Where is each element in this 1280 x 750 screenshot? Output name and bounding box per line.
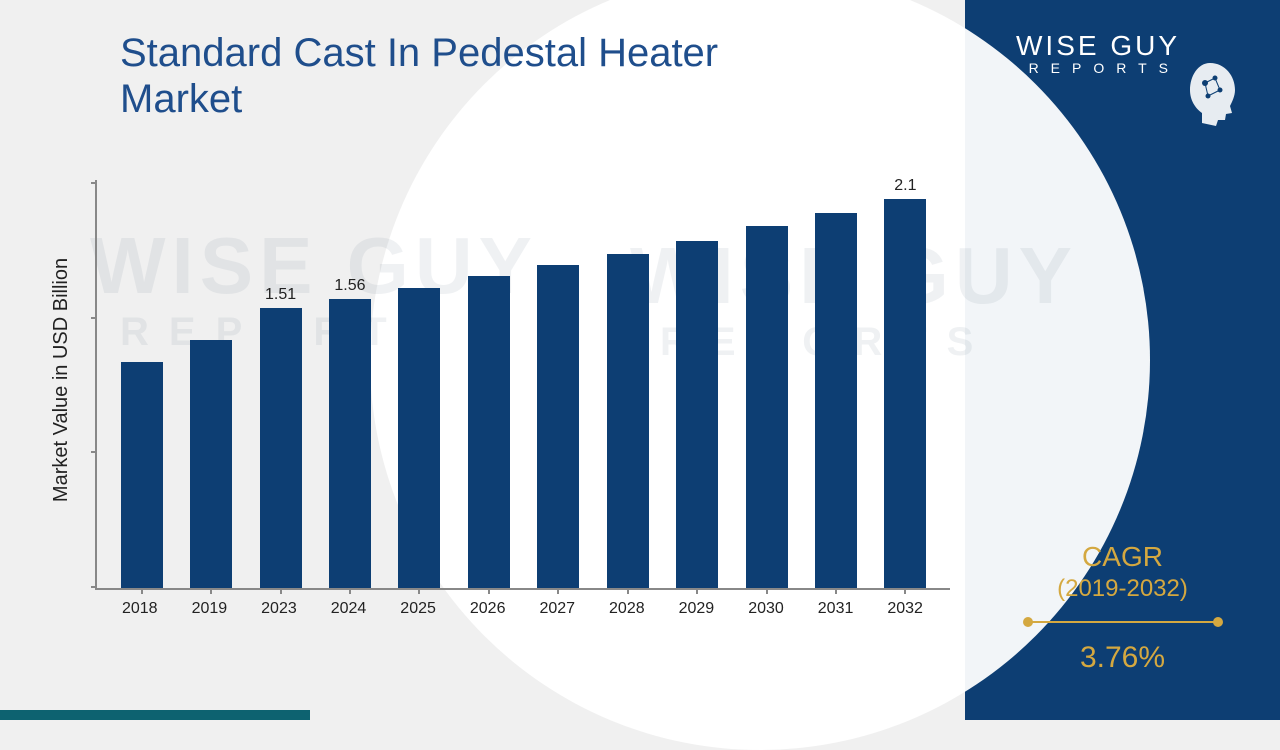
cagr-block: CAGR (2019-2032) 3.76%	[995, 541, 1250, 675]
bar-value-label: 2.1	[894, 177, 916, 195]
x-axis-label: 2029	[662, 594, 732, 618]
x-axis-label: 2030	[731, 594, 801, 618]
bar	[537, 265, 579, 588]
logo-sub-text: REPORTS	[1016, 60, 1180, 76]
bar	[746, 226, 788, 588]
plot-area: 1.51 1.56 2.1	[95, 180, 950, 590]
bar-slot: 1.56	[315, 180, 384, 588]
bar	[190, 340, 232, 589]
x-axis-label: 2031	[801, 594, 871, 618]
x-axis-label: 2018	[105, 594, 175, 618]
bar-slot	[176, 180, 245, 588]
x-axis-label: 2023	[244, 594, 314, 618]
y-axis-label: Market Value in USD Billion	[50, 258, 73, 502]
bar	[607, 254, 649, 588]
bar	[121, 362, 163, 588]
cagr-years: (2019-2032)	[995, 575, 1250, 603]
bar-slot: 2.1	[871, 180, 940, 588]
brand-logo: WISE GUY REPORTS	[1016, 30, 1250, 76]
bar	[398, 288, 440, 588]
bar	[260, 308, 302, 588]
x-axis-label: 2028	[592, 594, 662, 618]
cagr-label: CAGR	[995, 541, 1250, 573]
bar	[676, 241, 718, 588]
chart-title: Standard Cast In Pedestal Heater Market	[120, 30, 820, 122]
head-profile-icon	[1180, 58, 1240, 128]
x-axis-label: 2032	[870, 594, 940, 618]
bar-slot	[454, 180, 523, 588]
logo-main-text: WISE GUY	[1016, 30, 1180, 62]
x-axis-label: 2027	[522, 594, 592, 618]
bar	[815, 213, 857, 588]
bar-value-label: 1.51	[265, 286, 296, 304]
bar-slot	[385, 180, 454, 588]
x-axis-label: 2019	[175, 594, 245, 618]
x-axis-label: 2025	[383, 594, 453, 618]
x-axis-label: 2026	[453, 594, 523, 618]
bar-slot	[662, 180, 731, 588]
bottom-accent-bar	[0, 710, 310, 720]
bar-chart: Market Value in USD Billion 1.511.562.1 …	[60, 180, 950, 640]
bar	[468, 276, 510, 588]
bar-slot	[524, 180, 593, 588]
bar-slot	[593, 180, 662, 588]
x-axis-label: 2024	[314, 594, 384, 618]
bar-slot: 1.51	[246, 180, 315, 588]
bar-value-label: 1.56	[334, 277, 365, 295]
bar	[884, 199, 926, 588]
bar-slot	[801, 180, 870, 588]
cagr-value: 3.76%	[995, 641, 1250, 675]
bar-slot	[732, 180, 801, 588]
bar-slot	[107, 180, 176, 588]
cagr-divider	[1028, 621, 1218, 623]
bar	[329, 299, 371, 588]
